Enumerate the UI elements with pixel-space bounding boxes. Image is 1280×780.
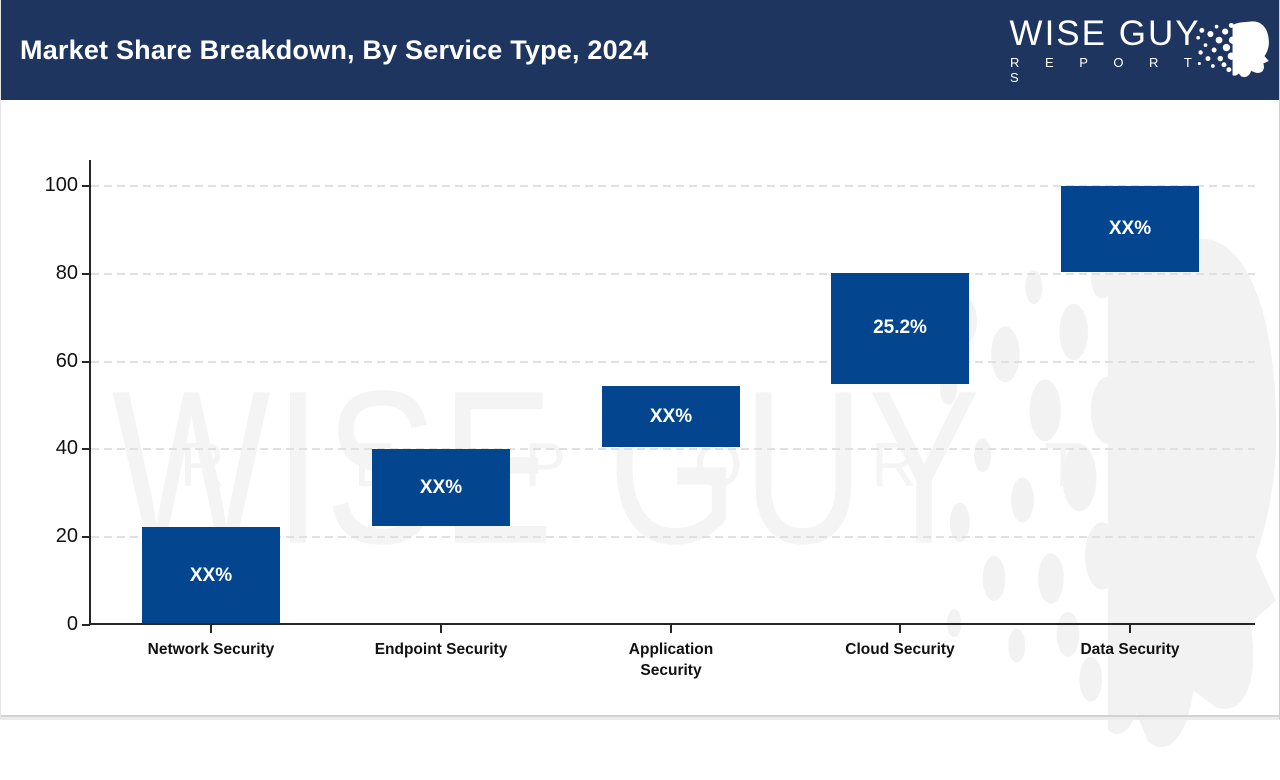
y-tick-mark-20	[82, 536, 90, 539]
x-tick-label-line: Application	[628, 641, 714, 658]
x-tick-mark-network-security	[210, 625, 212, 633]
x-tick-mark-cloud-security	[899, 625, 901, 633]
x-tick-label-line: Data Security	[1080, 641, 1180, 658]
y-tick-label-0: 0	[66, 613, 78, 635]
x-tick-label-cloud-security: Cloud Security	[800, 640, 1000, 661]
y-tick-mark-100	[82, 185, 90, 187]
y-tick-mark-0	[82, 624, 90, 626]
y-tick-label-20: 20	[55, 525, 78, 548]
gridline-60	[91, 360, 1255, 363]
x-tick-label-line: Security	[640, 661, 702, 679]
bottom-strip	[0, 715, 1280, 720]
gridline-20	[91, 536, 1255, 539]
x-tick-label-line: Network Security	[147, 641, 275, 658]
bar-data-security: XX%	[1061, 186, 1199, 272]
bar-cloud-security: 25.2%	[831, 272, 969, 384]
wiseguy-face-icon	[1196, 21, 1270, 78]
bar-endpoint-security: XX%	[372, 448, 510, 527]
y-tick-label-60: 60	[55, 349, 78, 372]
y-tick-label-40: 40	[55, 437, 78, 460]
header-bar: Market Share Breakdown, By Service Type,…	[0, 0, 1280, 100]
logo-subtitle: R E P O R T S	[1010, 54, 1203, 85]
bar-application-security: XX%	[602, 386, 740, 448]
y-tick-mark-80	[82, 272, 90, 275]
y-tick-mark-40	[82, 448, 90, 451]
x-tick-label-data-security: Data Security	[1030, 640, 1230, 661]
y-tick-mark-60	[82, 360, 90, 363]
bar-value-label-cloud-security: 25.2%	[873, 317, 927, 339]
logo-text: WISE GUY R E P O R T S	[1004, 16, 1206, 85]
x-tick-label-application-security: Application Security	[571, 640, 771, 682]
bar-network-security: XX%	[142, 526, 280, 625]
gridline-40	[91, 448, 1255, 451]
bar-value-label-network-security: XX%	[189, 564, 233, 586]
y-tick-label-80: 80	[55, 261, 78, 284]
x-tick-label-network-security: Network Security	[111, 640, 311, 661]
x-tick-label-endpoint-security: Endpoint Security	[341, 640, 541, 661]
bar-value-label-application-security: XX%	[649, 405, 693, 427]
x-tick-label-line: Cloud Security	[845, 641, 955, 658]
gridline-80	[91, 272, 1255, 275]
x-tick-mark-data-security	[1129, 625, 1131, 633]
x-tick-label-line: Endpoint Security	[374, 641, 508, 658]
x-tick-mark-application-security	[670, 625, 672, 633]
y-tick-label-100: 100	[44, 174, 78, 196]
logo-name: WISE GUY	[1009, 13, 1201, 53]
bar-value-label-endpoint-security: XX%	[419, 476, 463, 498]
waterfall-chart: WISE GUY R E P O R T S 0 20 40 60 80 100 XX% X…	[0, 100, 1280, 748]
page-title: Market Share Breakdown, By Service Type,…	[20, 34, 649, 65]
gridline-100	[91, 185, 1255, 187]
bar-value-label-data-security: XX%	[1108, 217, 1152, 239]
report-page: { "header": { "title": "Market Share Bre…	[0, 0, 1280, 748]
x-axis-spine	[89, 623, 1255, 625]
wise-guy-reports-logo: WISE GUY R E P O R T S	[1004, 6, 1272, 94]
x-tick-mark-endpoint-security	[440, 625, 442, 633]
y-axis-spine	[89, 160, 91, 625]
watermark-face-icon	[939, 238, 1277, 748]
